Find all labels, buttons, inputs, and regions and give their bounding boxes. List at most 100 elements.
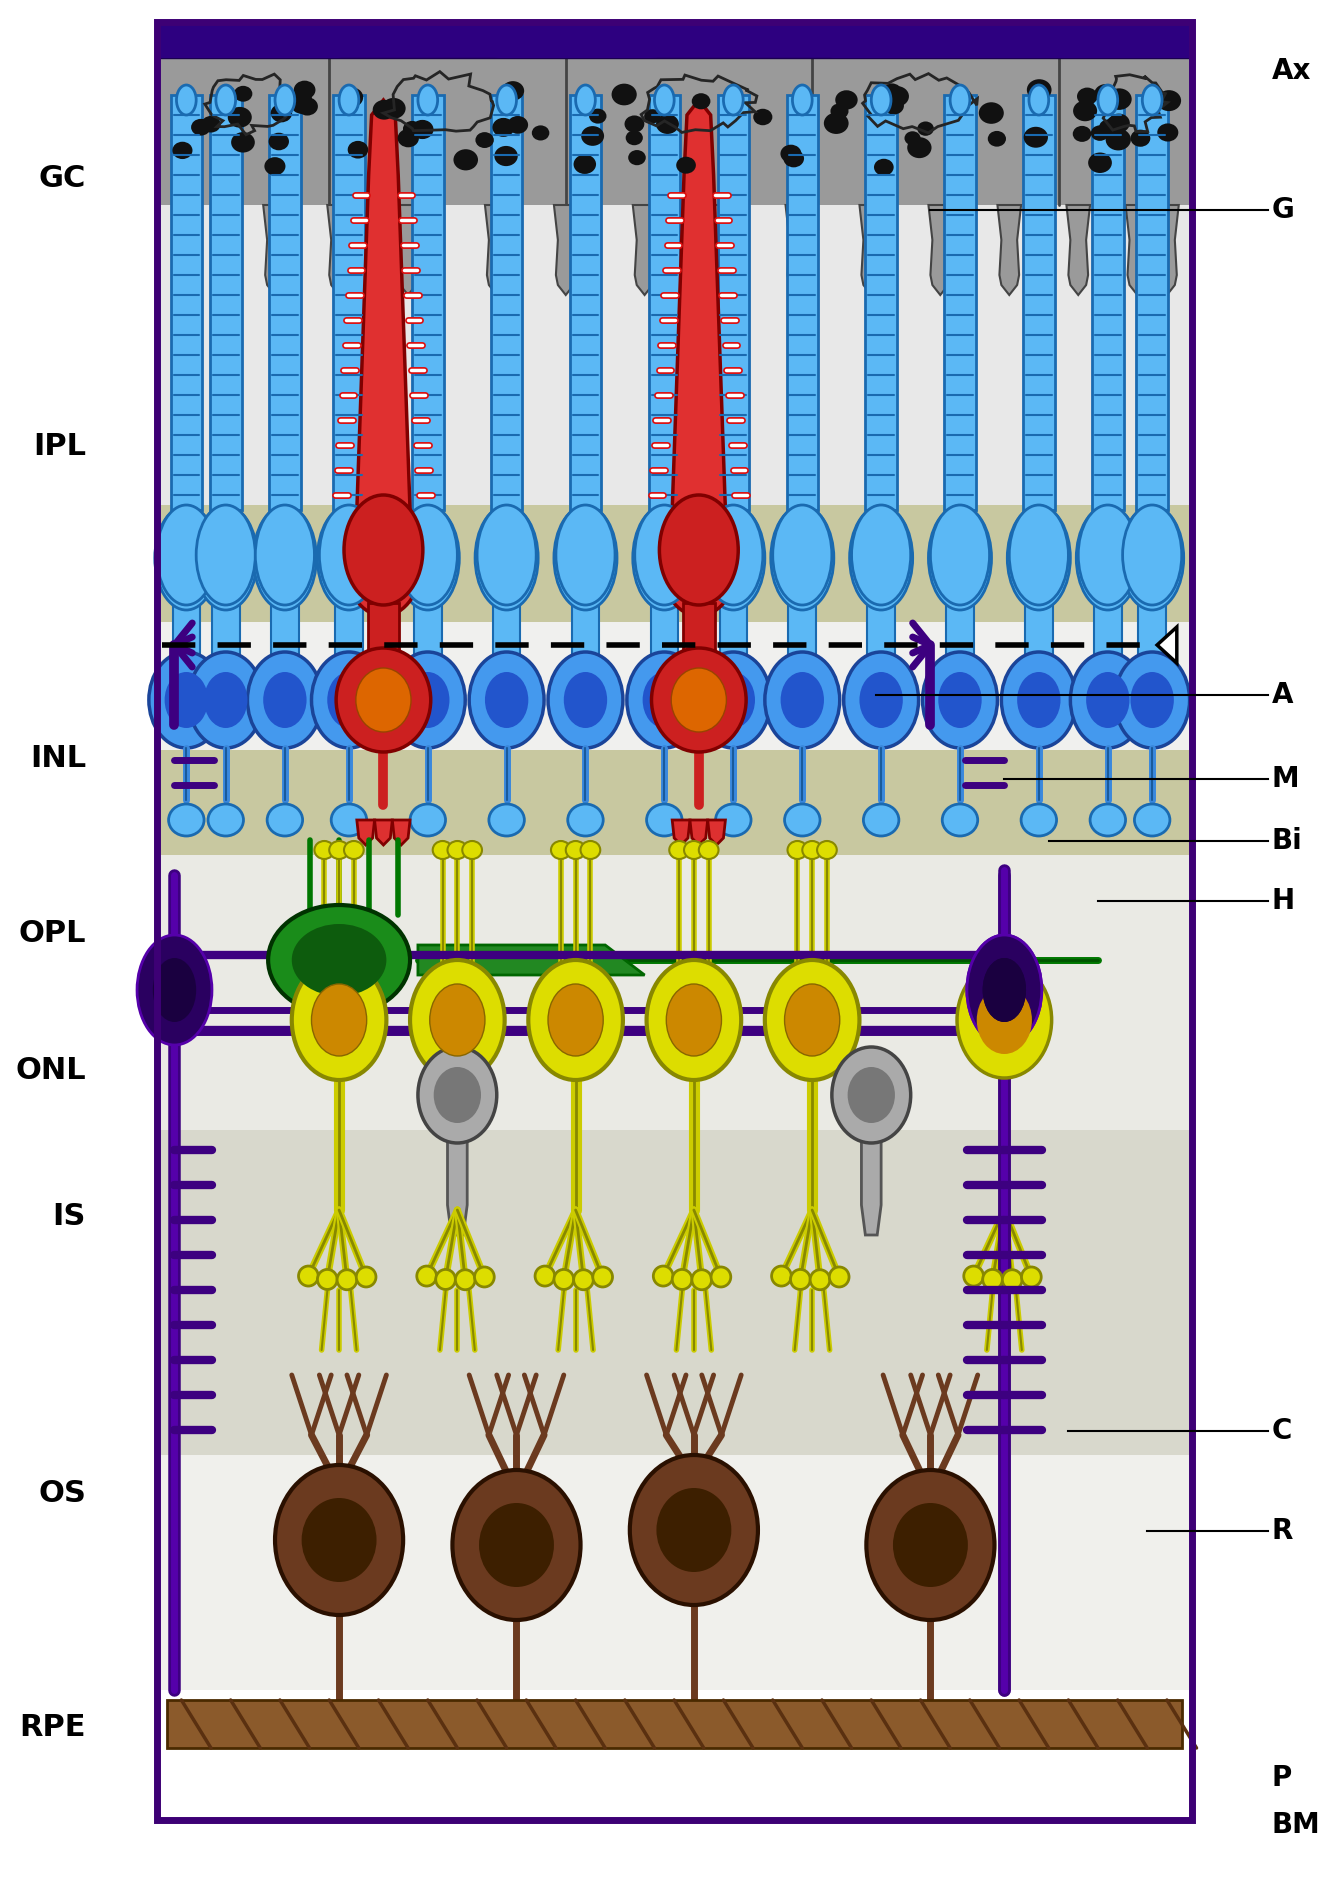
Text: A: A xyxy=(1272,682,1293,708)
Polygon shape xyxy=(396,205,420,295)
Ellipse shape xyxy=(1027,79,1051,101)
Polygon shape xyxy=(174,205,198,295)
Ellipse shape xyxy=(673,1270,691,1290)
Polygon shape xyxy=(650,511,678,537)
Ellipse shape xyxy=(851,505,911,605)
Polygon shape xyxy=(264,205,286,295)
Ellipse shape xyxy=(410,960,505,1080)
Ellipse shape xyxy=(785,804,821,836)
Ellipse shape xyxy=(783,150,805,167)
Ellipse shape xyxy=(502,81,525,101)
Ellipse shape xyxy=(635,505,694,605)
Ellipse shape xyxy=(474,1268,494,1286)
Polygon shape xyxy=(789,599,817,655)
Ellipse shape xyxy=(574,154,595,175)
Polygon shape xyxy=(414,511,442,537)
Polygon shape xyxy=(998,205,1022,295)
Polygon shape xyxy=(368,603,400,652)
Polygon shape xyxy=(633,205,657,295)
Ellipse shape xyxy=(1018,672,1060,729)
Polygon shape xyxy=(571,599,599,655)
Ellipse shape xyxy=(269,133,289,150)
Bar xyxy=(157,23,1192,1820)
Ellipse shape xyxy=(859,672,903,729)
Ellipse shape xyxy=(1072,126,1091,143)
Ellipse shape xyxy=(312,652,386,747)
Ellipse shape xyxy=(691,1270,711,1290)
Text: GC: GC xyxy=(39,163,87,193)
Ellipse shape xyxy=(1007,505,1071,610)
Ellipse shape xyxy=(398,130,418,146)
Polygon shape xyxy=(928,205,952,295)
Polygon shape xyxy=(418,945,645,975)
Ellipse shape xyxy=(790,1270,810,1290)
Polygon shape xyxy=(173,599,200,655)
Bar xyxy=(570,96,601,511)
Ellipse shape xyxy=(535,1266,554,1286)
Ellipse shape xyxy=(172,141,193,160)
Ellipse shape xyxy=(497,85,517,115)
Ellipse shape xyxy=(340,85,358,115)
Ellipse shape xyxy=(781,672,825,729)
Ellipse shape xyxy=(1078,505,1138,605)
Polygon shape xyxy=(673,100,726,511)
Ellipse shape xyxy=(1120,505,1184,610)
Bar xyxy=(157,1131,1192,1474)
Ellipse shape xyxy=(456,1270,476,1290)
Ellipse shape xyxy=(874,160,894,177)
Bar xyxy=(649,96,681,511)
Ellipse shape xyxy=(646,804,682,836)
Polygon shape xyxy=(719,511,747,537)
Ellipse shape xyxy=(317,505,381,610)
Bar xyxy=(157,854,1192,1146)
Ellipse shape xyxy=(1086,672,1130,729)
Ellipse shape xyxy=(715,804,751,836)
Polygon shape xyxy=(366,511,401,537)
Polygon shape xyxy=(212,599,240,655)
Polygon shape xyxy=(946,511,974,537)
Ellipse shape xyxy=(1028,85,1048,115)
Ellipse shape xyxy=(847,1067,895,1123)
Ellipse shape xyxy=(646,960,741,1080)
Ellipse shape xyxy=(1078,88,1098,105)
Ellipse shape xyxy=(264,158,285,175)
Polygon shape xyxy=(1094,599,1122,655)
Ellipse shape xyxy=(1123,505,1181,605)
Ellipse shape xyxy=(657,115,679,133)
Ellipse shape xyxy=(270,103,292,122)
Ellipse shape xyxy=(904,131,920,145)
Ellipse shape xyxy=(453,1470,581,1621)
Ellipse shape xyxy=(406,672,449,729)
Ellipse shape xyxy=(217,85,236,101)
Ellipse shape xyxy=(216,85,236,115)
Bar xyxy=(157,1455,1192,1690)
Polygon shape xyxy=(867,511,895,537)
Ellipse shape xyxy=(785,984,839,1055)
Ellipse shape xyxy=(979,101,1004,124)
Ellipse shape xyxy=(373,100,396,120)
Ellipse shape xyxy=(396,505,460,610)
Ellipse shape xyxy=(626,130,643,145)
Polygon shape xyxy=(214,205,237,295)
Ellipse shape xyxy=(157,505,216,605)
Ellipse shape xyxy=(1158,124,1179,141)
Ellipse shape xyxy=(329,841,349,858)
Ellipse shape xyxy=(1088,152,1112,173)
Polygon shape xyxy=(212,511,240,537)
Polygon shape xyxy=(946,599,974,655)
Ellipse shape xyxy=(476,505,538,610)
Polygon shape xyxy=(681,511,717,537)
Ellipse shape xyxy=(462,841,482,858)
Polygon shape xyxy=(357,821,374,845)
Ellipse shape xyxy=(1091,126,1108,141)
Ellipse shape xyxy=(976,986,1032,1054)
Polygon shape xyxy=(673,821,690,845)
Polygon shape xyxy=(272,599,298,655)
Ellipse shape xyxy=(201,116,221,133)
Polygon shape xyxy=(786,205,810,295)
Ellipse shape xyxy=(671,669,726,732)
Ellipse shape xyxy=(234,86,252,101)
Ellipse shape xyxy=(942,804,978,836)
Polygon shape xyxy=(448,1142,468,1236)
Polygon shape xyxy=(157,23,1192,58)
